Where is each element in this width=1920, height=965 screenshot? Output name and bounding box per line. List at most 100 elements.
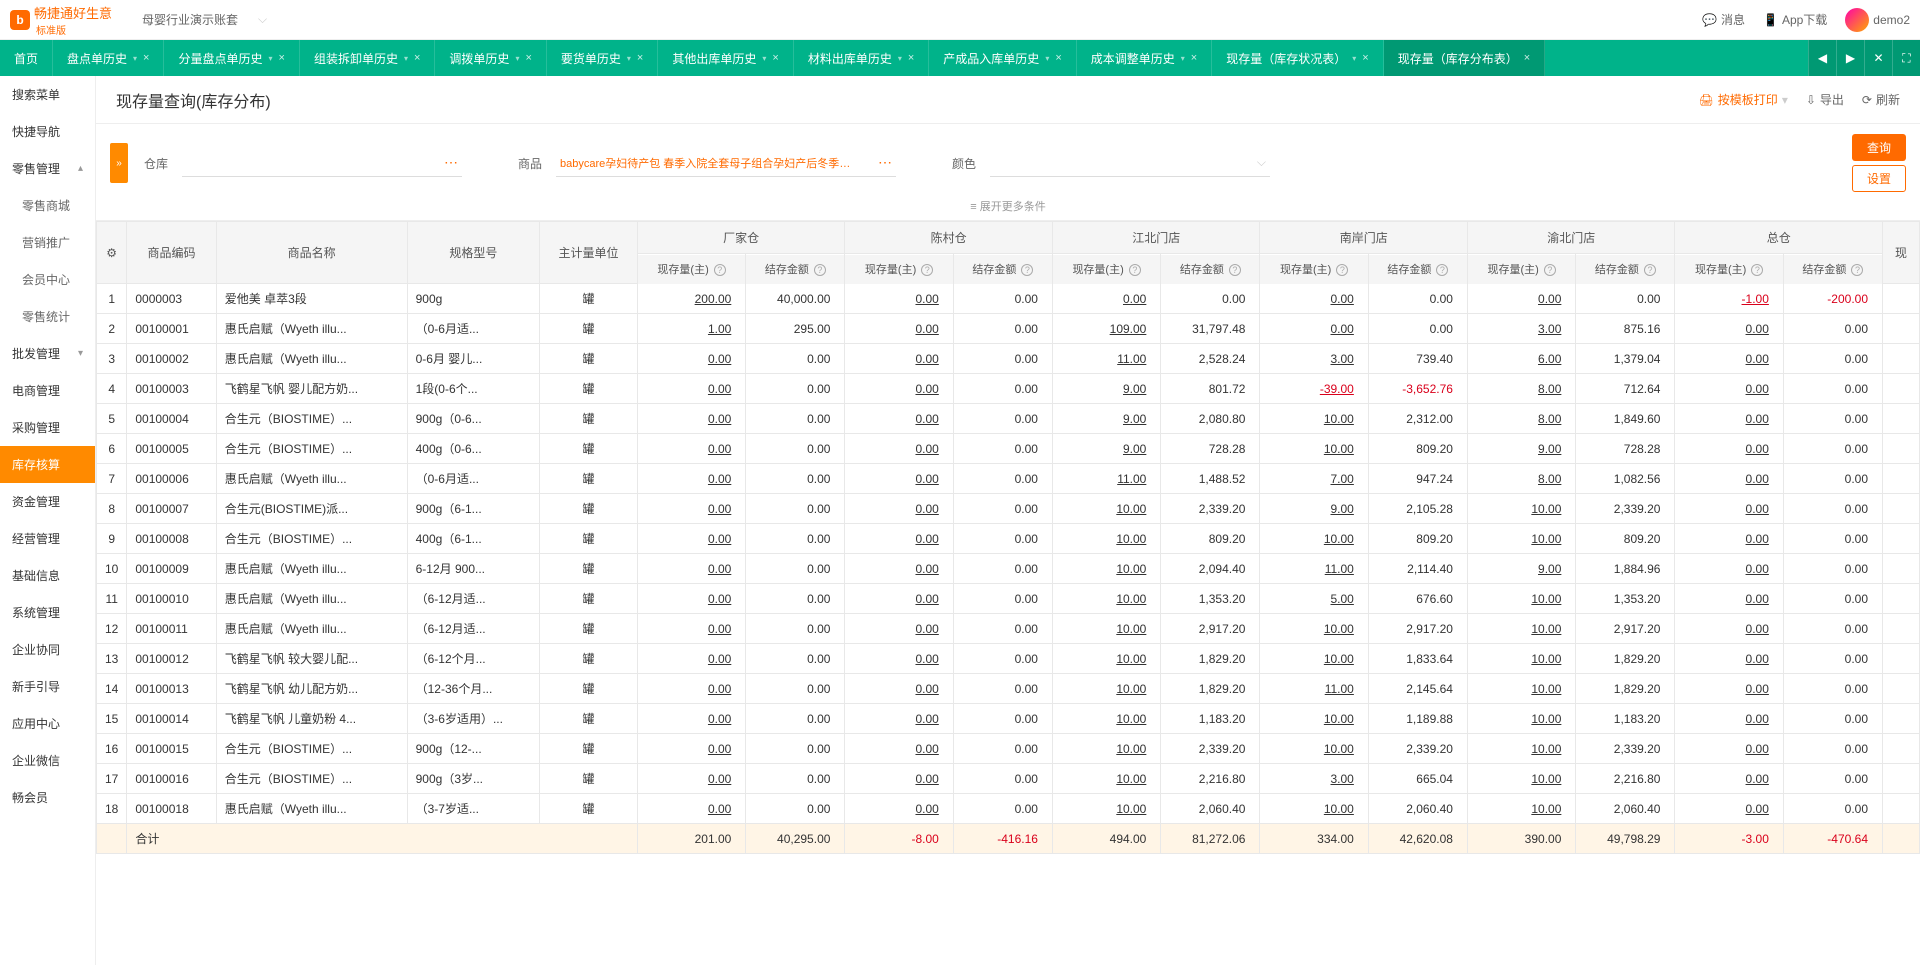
tab-close-all[interactable]: ✕	[1864, 40, 1892, 76]
cell-qty[interactable]: 0.00	[637, 584, 745, 614]
cell-qty[interactable]: 0.00	[1467, 284, 1575, 314]
cell-qty[interactable]: 10.00	[1260, 644, 1368, 674]
cell-qty[interactable]: 0.00	[637, 404, 745, 434]
help-icon[interactable]: ?	[1336, 264, 1348, 276]
help-icon[interactable]: ?	[1129, 264, 1141, 276]
cell-qty[interactable]: 0.00	[637, 554, 745, 584]
tab-调拨单历史[interactable]: 调拨单历史▾×	[435, 40, 546, 76]
cell-qty[interactable]: 0.00	[1675, 584, 1783, 614]
cell-qty[interactable]: 0.00	[637, 494, 745, 524]
sidebar-item-资金管理[interactable]: 资金管理	[0, 483, 95, 520]
cell-qty[interactable]: 0.00	[637, 344, 745, 374]
tab-组装拆卸单历史[interactable]: 组装拆卸单历史▾×	[300, 40, 435, 76]
cell-qty[interactable]: 0.00	[1675, 374, 1783, 404]
help-icon[interactable]: ?	[1851, 264, 1863, 276]
cell-qty[interactable]: 10.00	[1467, 764, 1575, 794]
close-icon[interactable]: ×	[1524, 52, 1530, 64]
cell-qty[interactable]: 10.00	[1467, 524, 1575, 554]
cell-qty[interactable]: 8.00	[1467, 464, 1575, 494]
cell-qty[interactable]: 10.00	[1467, 644, 1575, 674]
cell-qty[interactable]: 0.00	[637, 674, 745, 704]
cell-qty[interactable]: 10.00	[1467, 584, 1575, 614]
account-selector[interactable]: 母婴行业演示账套 ⌵	[142, 11, 267, 28]
cell-qty[interactable]: 10.00	[1260, 404, 1368, 434]
cell-qty[interactable]: 0.00	[637, 644, 745, 674]
cell-qty[interactable]: 10.00	[1052, 584, 1160, 614]
tab-其他出库单历史[interactable]: 其他出库单历史▾×	[658, 40, 793, 76]
sidebar-item-会员中心[interactable]: 会员中心	[0, 261, 95, 298]
cell-qty[interactable]: 5.00	[1260, 584, 1368, 614]
cell-qty[interactable]: 0.00	[1675, 404, 1783, 434]
cell-qty[interactable]: 0.00	[637, 704, 745, 734]
cell-qty[interactable]: 0.00	[637, 734, 745, 764]
tab-现存量（库存状况表）[interactable]: 现存量（库存状况表）▾×	[1212, 40, 1383, 76]
cell-qty[interactable]: 0.00	[845, 434, 953, 464]
close-icon[interactable]: ×	[908, 52, 914, 64]
cell-qty[interactable]: 0.00	[1675, 614, 1783, 644]
cell-qty[interactable]: 0.00	[1260, 284, 1368, 314]
help-icon[interactable]: ?	[1229, 264, 1241, 276]
cell-qty[interactable]: 9.00	[1052, 404, 1160, 434]
cell-qty[interactable]: 0.00	[1675, 734, 1783, 764]
cell-qty[interactable]: 10.00	[1052, 554, 1160, 584]
cell-qty[interactable]: 8.00	[1467, 404, 1575, 434]
cell-qty[interactable]: 0.00	[845, 524, 953, 554]
cell-qty[interactable]: 0.00	[1675, 314, 1783, 344]
cell-qty[interactable]: 10.00	[1467, 734, 1575, 764]
sidebar-item-电商管理[interactable]: 电商管理	[0, 372, 95, 409]
sidebar-item-采购管理[interactable]: 采购管理	[0, 409, 95, 446]
cell-qty[interactable]: 0.00	[845, 284, 953, 314]
cell-qty[interactable]: 10.00	[1467, 614, 1575, 644]
close-icon[interactable]: ×	[637, 52, 643, 64]
sidebar-item-基础信息[interactable]: 基础信息	[0, 557, 95, 594]
messages-link[interactable]: 💬消息	[1702, 11, 1745, 28]
tab-分量盘点单历史[interactable]: 分量盘点单历史▾×	[164, 40, 299, 76]
cell-qty[interactable]: 0.00	[845, 314, 953, 344]
export-button[interactable]: ⇩导出	[1806, 91, 1844, 108]
sidebar-item-搜索菜单[interactable]: 搜索菜单	[0, 76, 95, 113]
cell-qty[interactable]: 0.00	[1675, 524, 1783, 554]
cell-qty[interactable]: 10.00	[1052, 794, 1160, 824]
cell-qty[interactable]: 0.00	[1675, 494, 1783, 524]
cell-qty[interactable]: 10.00	[1052, 644, 1160, 674]
cell-qty[interactable]: 10.00	[1052, 494, 1160, 524]
close-icon[interactable]: ×	[279, 52, 285, 64]
cell-qty[interactable]: 0.00	[1675, 704, 1783, 734]
product-input[interactable]: babycare孕妇待产包 春季入院全套母子组合孕妇产后冬季月子用品 22件套 …	[556, 149, 896, 177]
cell-qty[interactable]: 0.00	[1675, 644, 1783, 674]
tab-材料出库单历史[interactable]: 材料出库单历史▾×	[794, 40, 929, 76]
cell-qty[interactable]: 0.00	[845, 464, 953, 494]
cell-qty[interactable]: 0.00	[1675, 674, 1783, 704]
cell-qty[interactable]: 0.00	[637, 434, 745, 464]
close-icon[interactable]: ×	[414, 52, 420, 64]
close-icon[interactable]: ×	[1362, 52, 1368, 64]
cell-qty[interactable]: 10.00	[1052, 764, 1160, 794]
cell-qty[interactable]: 0.00	[1675, 794, 1783, 824]
cell-qty[interactable]: -39.00	[1260, 374, 1368, 404]
cell-qty[interactable]: 0.00	[845, 614, 953, 644]
cell-qty[interactable]: 10.00	[1467, 704, 1575, 734]
cell-qty[interactable]: 0.00	[1675, 554, 1783, 584]
color-input[interactable]: ⌵	[990, 149, 1270, 177]
close-icon[interactable]: ×	[525, 52, 531, 64]
sidebar-item-畅会员[interactable]: 畅会员	[0, 779, 95, 816]
tab-现存量（库存分布表）[interactable]: 现存量（库存分布表）×	[1384, 40, 1545, 76]
cell-qty[interactable]: 10.00	[1052, 524, 1160, 554]
cell-qty[interactable]: 0.00	[637, 524, 745, 554]
cell-qty[interactable]: 0.00	[845, 674, 953, 704]
expand-conditions[interactable]: ≡ 展开更多条件	[96, 192, 1920, 221]
app-download-link[interactable]: 📱App下载	[1763, 11, 1827, 28]
sidebar-item-快捷导航[interactable]: 快捷导航	[0, 113, 95, 150]
cell-qty[interactable]: 10.00	[1467, 674, 1575, 704]
cell-qty[interactable]: 0.00	[637, 464, 745, 494]
tab-scroll-left[interactable]: ◀	[1808, 40, 1836, 76]
help-icon[interactable]: ?	[1436, 264, 1448, 276]
help-icon[interactable]: ?	[814, 264, 826, 276]
cell-qty[interactable]: 0.00	[845, 734, 953, 764]
close-icon[interactable]: ×	[1191, 52, 1197, 64]
cell-qty[interactable]: 0.00	[637, 764, 745, 794]
tab-产成品入库单历史[interactable]: 产成品入库单历史▾×	[929, 40, 1076, 76]
cell-qty[interactable]: 10.00	[1052, 614, 1160, 644]
tab-要货单历史[interactable]: 要货单历史▾×	[547, 40, 658, 76]
warehouse-input[interactable]: ⋯	[182, 149, 462, 177]
